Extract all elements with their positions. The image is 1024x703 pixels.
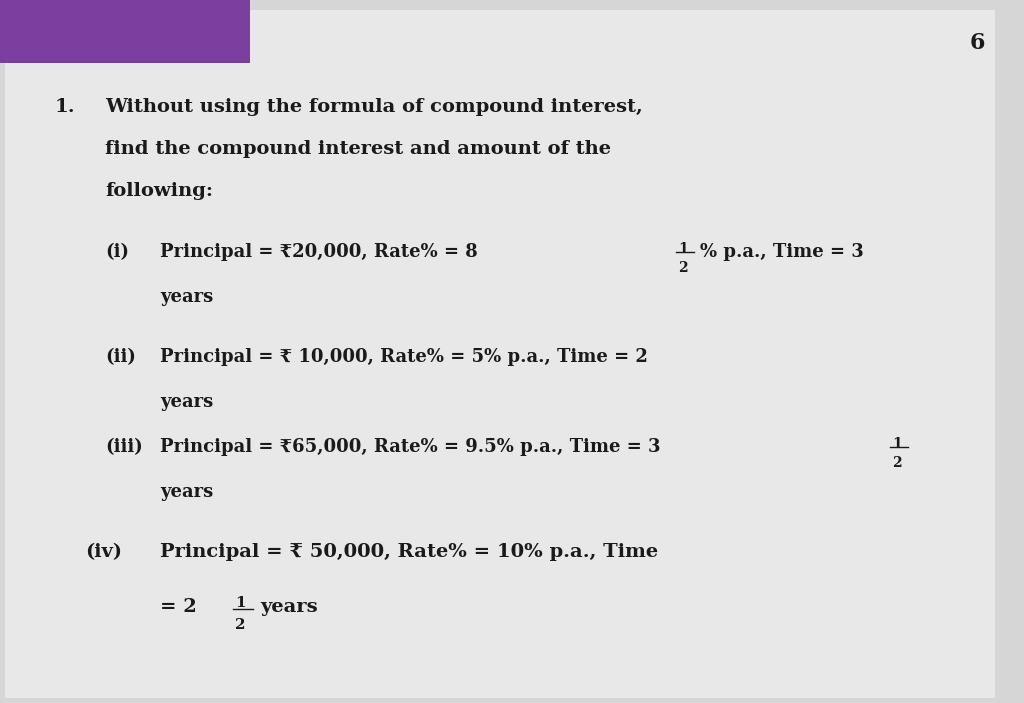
Text: 2: 2 <box>678 261 688 275</box>
Text: Principal = ₹20,000, Rate% = 8: Principal = ₹20,000, Rate% = 8 <box>160 243 478 261</box>
Text: following:: following: <box>105 182 213 200</box>
Text: Principal = ₹65,000, Rate% = 9.5% p.a., Time = 3: Principal = ₹65,000, Rate% = 9.5% p.a., … <box>160 438 660 456</box>
Text: 1: 1 <box>678 242 688 256</box>
Text: years: years <box>160 483 213 501</box>
Text: 1.: 1. <box>55 98 76 116</box>
Text: 1: 1 <box>892 437 902 451</box>
FancyBboxPatch shape <box>5 10 995 698</box>
Text: Principal = ₹ 50,000, Rate% = 10% p.a., Time: Principal = ₹ 50,000, Rate% = 10% p.a., … <box>160 543 658 561</box>
Text: = 2: = 2 <box>160 598 197 616</box>
Text: 6: 6 <box>970 32 985 54</box>
Text: (iv): (iv) <box>85 543 122 561</box>
Text: 2: 2 <box>234 618 246 632</box>
Text: % p.a., Time = 3: % p.a., Time = 3 <box>700 243 864 261</box>
Text: (ii): (ii) <box>105 348 136 366</box>
Text: Without using the formula of compound interest,: Without using the formula of compound in… <box>105 98 643 116</box>
FancyBboxPatch shape <box>0 0 250 63</box>
Text: Principal = ₹ 10,000, Rate% = 5% p.a., Time = 2: Principal = ₹ 10,000, Rate% = 5% p.a., T… <box>160 348 648 366</box>
Text: 1: 1 <box>234 596 246 610</box>
Text: find the compound interest and amount of the: find the compound interest and amount of… <box>105 140 611 158</box>
Text: years: years <box>260 598 317 616</box>
Text: (i): (i) <box>105 243 129 261</box>
Text: years: years <box>160 288 213 306</box>
Text: years: years <box>160 393 213 411</box>
Text: (iii): (iii) <box>105 438 142 456</box>
Text: 2: 2 <box>892 456 901 470</box>
